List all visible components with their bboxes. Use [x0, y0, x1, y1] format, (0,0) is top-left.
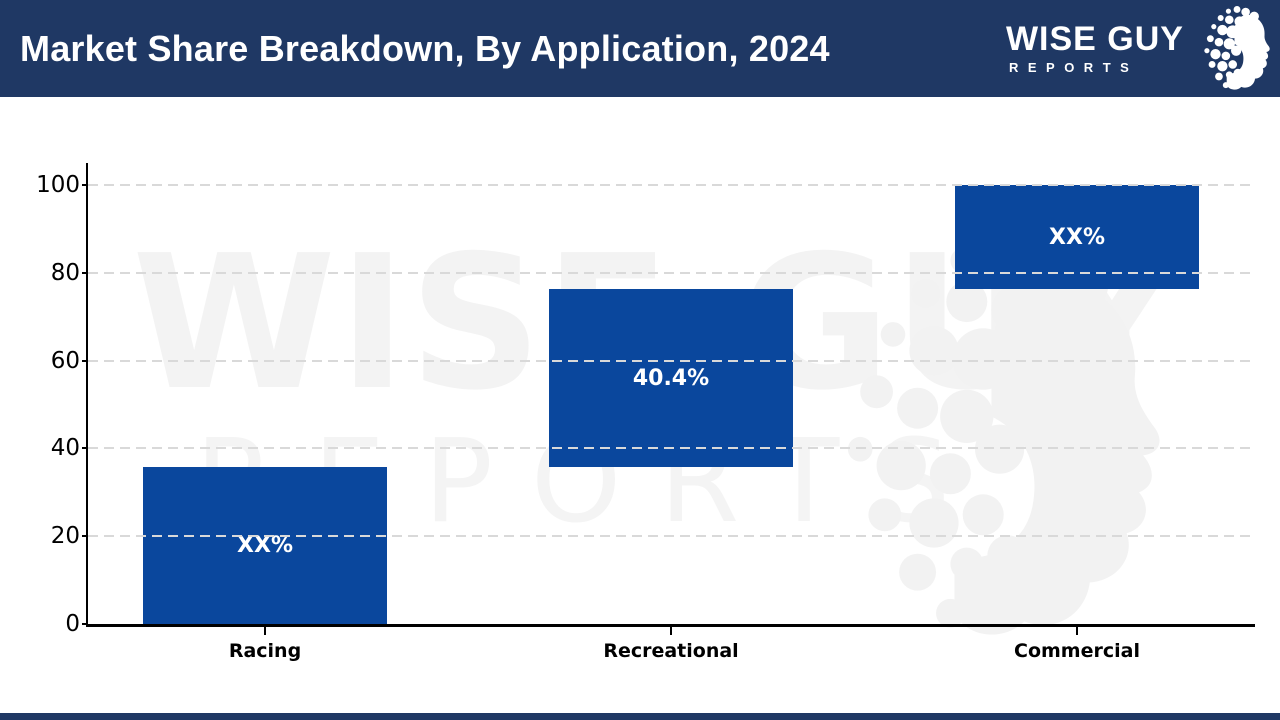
x-axis-tick	[1076, 627, 1078, 635]
y-axis-label: 60	[50, 347, 80, 374]
footer-bar	[0, 713, 1280, 720]
logo-reports-label: REPORTS	[1008, 60, 1139, 75]
x-axis-tick	[264, 627, 266, 635]
bar: XX%	[955, 185, 1199, 290]
bar: XX%	[143, 466, 387, 624]
gridline	[88, 535, 1255, 538]
y-axis-label: 20	[50, 523, 80, 550]
brand-logo: WISE GUY REPORTS	[1006, 5, 1274, 93]
y-axis-tick	[82, 447, 87, 450]
y-axis-tick	[82, 271, 87, 274]
y-axis-tick	[82, 359, 87, 362]
x-axis-tick	[670, 627, 672, 635]
bar: 40.4%	[549, 289, 793, 467]
y-axis-label: 100	[36, 172, 80, 198]
gridline	[88, 184, 1255, 186]
chart-area: WISE GUY REPORTS 0 20 40 60 80 100 XX% Racing 40…	[0, 97, 1280, 713]
gridline	[88, 359, 1255, 362]
page-title: Market Share Breakdown, By Application, …	[20, 27, 830, 69]
x-axis-line	[86, 624, 1255, 627]
y-axis-label: 0	[65, 611, 80, 637]
y-axis-label: 40	[50, 435, 80, 462]
y-axis-label: 80	[50, 259, 80, 286]
gridline	[88, 271, 1255, 274]
bar-value-label: XX%	[1049, 224, 1105, 250]
x-axis-label: Racing	[228, 640, 302, 662]
y-axis-tick	[82, 535, 87, 538]
logo-face-icon	[1204, 5, 1270, 90]
y-axis-tick	[82, 184, 87, 186]
logo-wiseguy-label: WISE GUY	[1005, 20, 1184, 58]
x-axis-label: Recreational	[603, 640, 739, 662]
brand-logo-text: WISE GUY REPORTS	[1006, 22, 1184, 75]
y-axis-tick	[82, 623, 87, 625]
bar-value-label: 40.4%	[632, 365, 710, 391]
header-bar: Market Share Breakdown, By Application, …	[0, 0, 1280, 97]
y-axis-line	[86, 163, 88, 626]
gridline	[88, 447, 1255, 450]
x-axis-label: Commercial	[1014, 640, 1140, 662]
plot-area: 0 20 40 60 80 100 XX% Racing 40.4% Recreational XX…	[0, 97, 1280, 713]
